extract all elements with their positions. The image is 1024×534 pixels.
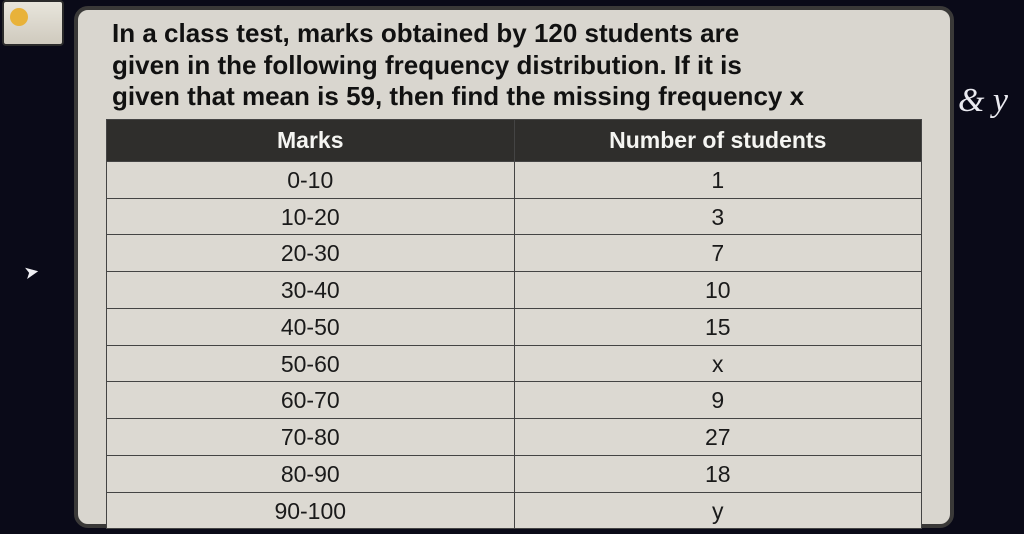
table-row: 10-20 3 [107,198,922,235]
cell-students: x [514,345,922,382]
header-students: Number of students [514,120,922,162]
cell-marks: 20-30 [107,235,515,272]
table-row: 20-30 7 [107,235,922,272]
table-row: 90-100 y [107,492,922,529]
slide-thumbnail [2,0,64,46]
table-row: 0-10 1 [107,161,922,198]
table-row: 30-40 10 [107,272,922,309]
cell-students: 9 [514,382,922,419]
cell-students: 3 [514,198,922,235]
cell-marks: 50-60 [107,345,515,382]
cell-students: y [514,492,922,529]
table-header-row: Marks Number of students [107,120,922,162]
table-row: 70-80 27 [107,419,922,456]
table-row: 60-70 9 [107,382,922,419]
frequency-table: Marks Number of students 0-10 1 10-20 3 … [106,119,922,529]
cell-students: 15 [514,308,922,345]
table-row: 40-50 15 [107,308,922,345]
cell-marks: 40-50 [107,308,515,345]
question-card: In a class test, marks obtained by 120 s… [74,6,954,528]
question-line-1: In a class test, marks obtained by 120 s… [112,18,739,48]
cell-students: 10 [514,272,922,309]
cell-marks: 60-70 [107,382,515,419]
question-text: In a class test, marks obtained by 120 s… [112,18,922,113]
cell-students: 7 [514,235,922,272]
table-row: 50-60 x [107,345,922,382]
cell-students: 18 [514,455,922,492]
cell-marks: 0-10 [107,161,515,198]
cell-students: 1 [514,161,922,198]
cell-marks: 10-20 [107,198,515,235]
question-line-2: given in the following frequency distrib… [112,50,742,80]
cell-marks: 70-80 [107,419,515,456]
header-marks: Marks [107,120,515,162]
table-row: 80-90 18 [107,455,922,492]
cell-students: 27 [514,419,922,456]
mouse-cursor-icon: ➤ [22,261,41,284]
cell-marks: 90-100 [107,492,515,529]
cell-marks: 80-90 [107,455,515,492]
cell-marks: 30-40 [107,272,515,309]
handwritten-annotation: & y [958,82,1008,120]
question-line-3: given that mean is 59, then find the mis… [112,81,804,111]
